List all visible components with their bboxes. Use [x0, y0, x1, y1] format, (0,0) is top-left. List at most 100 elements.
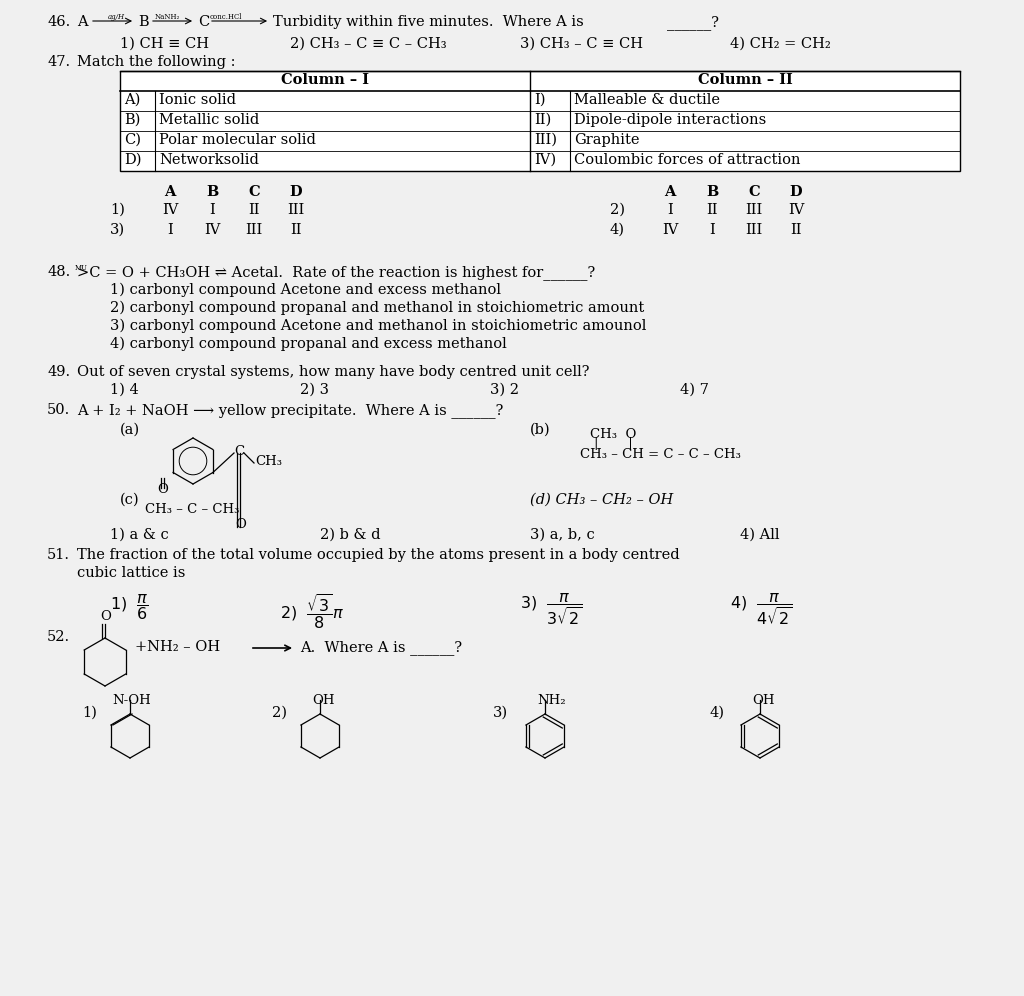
- Text: 2) b & d: 2) b & d: [319, 528, 381, 542]
- Text: 1): 1): [110, 203, 125, 217]
- Text: CH₃: CH₃: [255, 455, 282, 468]
- Text: C: C: [198, 15, 209, 29]
- Text: III: III: [288, 203, 304, 217]
- Text: N-OH: N-OH: [112, 694, 151, 707]
- Text: IV: IV: [662, 223, 678, 237]
- Text: Turbidity within five minutes.  Where A is: Turbidity within five minutes. Where A i…: [273, 15, 584, 29]
- Text: 4): 4): [610, 223, 625, 237]
- Text: 3)  $\dfrac{\pi}{3\sqrt{2}}$: 3) $\dfrac{\pi}{3\sqrt{2}}$: [520, 592, 583, 628]
- Text: 50.: 50.: [47, 403, 71, 417]
- Bar: [120, 71, 961, 91]
- Text: (d) CH₃ – CH₂ – OH: (d) CH₃ – CH₂ – OH: [530, 493, 673, 507]
- Text: IV): IV): [534, 153, 556, 167]
- Text: 1)  $\dfrac{\pi}{6}$: 1) $\dfrac{\pi}{6}$: [110, 592, 148, 622]
- Text: C): C): [124, 133, 141, 147]
- Text: C: C: [248, 185, 260, 199]
- Text: 4)  $\dfrac{\pi}{4\sqrt{2}}$: 4) $\dfrac{\pi}{4\sqrt{2}}$: [730, 592, 793, 628]
- Text: 2): 2): [272, 706, 287, 720]
- Text: 2): 2): [610, 203, 625, 217]
- Text: 52.: 52.: [47, 630, 70, 644]
- Text: Column – I: Column – I: [281, 73, 369, 87]
- Text: A): A): [124, 93, 140, 107]
- Text: 3) a, b, c: 3) a, b, c: [530, 528, 595, 542]
- Text: I): I): [534, 93, 546, 107]
- Text: I: I: [209, 203, 215, 217]
- Text: (b): (b): [530, 423, 551, 437]
- Text: 4): 4): [710, 706, 725, 720]
- Text: Metallic solid: Metallic solid: [159, 113, 259, 127]
- Text: II: II: [290, 223, 302, 237]
- Text: Ionic solid: Ionic solid: [159, 93, 236, 107]
- Text: 1) 4: 1) 4: [110, 383, 138, 397]
- Text: 3): 3): [493, 706, 508, 720]
- Text: Dipole-dipole interactions: Dipole-dipole interactions: [574, 113, 766, 127]
- Text: 48.: 48.: [47, 265, 71, 279]
- Text: CH₃  O: CH₃ O: [590, 428, 636, 441]
- Text: Graphite: Graphite: [574, 133, 640, 147]
- Text: 4) All: 4) All: [740, 528, 779, 542]
- Text: B: B: [138, 15, 148, 29]
- Text: Coulombic forces of attraction: Coulombic forces of attraction: [574, 153, 801, 167]
- Text: III): III): [534, 133, 557, 147]
- Text: 2) 3: 2) 3: [300, 383, 329, 397]
- Text: (c): (c): [120, 493, 139, 507]
- Text: B: B: [706, 185, 718, 199]
- Text: MU: MU: [75, 264, 88, 272]
- Text: A: A: [164, 185, 176, 199]
- Text: O: O: [157, 483, 168, 496]
- Text: D: D: [790, 185, 803, 199]
- Text: cubic lattice is: cubic lattice is: [77, 566, 185, 580]
- Text: C: C: [749, 185, 760, 199]
- Text: 3): 3): [110, 223, 125, 237]
- Text: Polar molecular solid: Polar molecular solid: [159, 133, 315, 147]
- Text: 51.: 51.: [47, 548, 70, 562]
- Text: 3) CH₃ – C ≡ CH: 3) CH₃ – C ≡ CH: [520, 37, 643, 51]
- Text: Column – II: Column – II: [697, 73, 793, 87]
- Text: I: I: [167, 223, 173, 237]
- Text: II: II: [248, 203, 260, 217]
- Text: D): D): [124, 153, 141, 167]
- Text: IV: IV: [162, 203, 178, 217]
- Text: Malleable & ductile: Malleable & ductile: [574, 93, 720, 107]
- Text: 2) carbonyl compound propanal and methanol in stoichiometric amount: 2) carbonyl compound propanal and methan…: [110, 301, 644, 316]
- Text: OH: OH: [752, 694, 774, 707]
- Text: NH₂: NH₂: [537, 694, 565, 707]
- Text: 1) CH ≡ CH: 1) CH ≡ CH: [120, 37, 209, 51]
- Text: OH: OH: [312, 694, 335, 707]
- Text: 3) carbonyl compound Acetone and methanol in stoichiometric amounol: 3) carbonyl compound Acetone and methano…: [110, 319, 646, 334]
- Text: D: D: [290, 185, 302, 199]
- Text: B: B: [206, 185, 218, 199]
- Text: O: O: [100, 610, 111, 623]
- Text: O: O: [234, 518, 246, 531]
- Text: 2)  $\dfrac{\sqrt{3}}{8}\pi$: 2) $\dfrac{\sqrt{3}}{8}\pi$: [280, 592, 344, 630]
- Text: II: II: [707, 203, 718, 217]
- Text: The fraction of the total volume occupied by the atoms present in a body centred: The fraction of the total volume occupie…: [77, 548, 680, 562]
- Text: Networksolid: Networksolid: [159, 153, 259, 167]
- Text: II: II: [791, 223, 802, 237]
- Text: conc.HCl: conc.HCl: [210, 13, 243, 21]
- Text: 1): 1): [82, 706, 97, 720]
- Text: 1) a & c: 1) a & c: [110, 528, 169, 542]
- Text: III: III: [745, 223, 763, 237]
- Text: II): II): [534, 113, 551, 127]
- Text: 4) CH₂ = CH₂: 4) CH₂ = CH₂: [730, 37, 830, 51]
- Text: |       |: | |: [594, 437, 633, 450]
- Text: I: I: [710, 223, 715, 237]
- Text: 1) carbonyl compound Acetone and excess methanol: 1) carbonyl compound Acetone and excess …: [110, 283, 501, 298]
- Text: Match the following :: Match the following :: [77, 55, 236, 69]
- Text: A.  Where A is ______?: A. Where A is ______?: [300, 640, 462, 655]
- Text: III: III: [246, 223, 262, 237]
- Text: A + I₂ + NaOH ⟶ yellow precipitate.  Where A is ______?: A + I₂ + NaOH ⟶ yellow precipitate. Wher…: [77, 403, 504, 418]
- Text: 3) 2: 3) 2: [490, 383, 519, 397]
- Text: A: A: [665, 185, 676, 199]
- Text: Out of seven crystal systems, how many have body centred unit cell?: Out of seven crystal systems, how many h…: [77, 365, 590, 379]
- Text: CH₃ – CH = C – C – CH₃: CH₃ – CH = C – C – CH₃: [580, 448, 741, 461]
- Text: >C = O + CH₃OH ⇌ Acetal.  Rate of the reaction is highest for______?: >C = O + CH₃OH ⇌ Acetal. Rate of the rea…: [77, 265, 595, 280]
- Text: ag/H: ag/H: [108, 13, 125, 21]
- Text: 4) carbonyl compound propanal and excess methanol: 4) carbonyl compound propanal and excess…: [110, 337, 507, 352]
- Text: B): B): [124, 113, 140, 127]
- Text: C: C: [234, 445, 244, 458]
- Text: 47.: 47.: [47, 55, 70, 69]
- Text: +NH₂ – OH: +NH₂ – OH: [135, 640, 220, 654]
- Text: 2) CH₃ – C ≡ C – CH₃: 2) CH₃ – C ≡ C – CH₃: [290, 37, 446, 51]
